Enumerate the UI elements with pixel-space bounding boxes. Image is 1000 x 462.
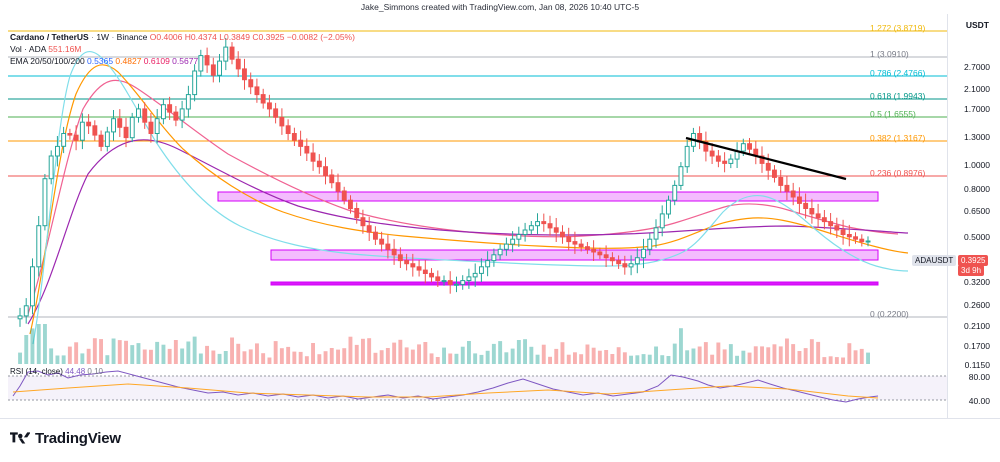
- rsi-legend-value: 44.48: [65, 367, 86, 376]
- fib-label-0618: 0.618 (1.9943): [870, 91, 926, 101]
- legend-close: 0.3925: [258, 32, 285, 42]
- ema-curves: [27, 50, 909, 345]
- legend-interval[interactable]: 1W: [96, 32, 110, 42]
- support-resistance-zones: [217, 191, 879, 286]
- legend-volume-value: 551.16M: [48, 44, 82, 54]
- fib-label-0236: 0.236 (0.8976): [870, 168, 926, 178]
- chart-legend: Cardano / TetherUS · 1W · Binance O0.400…: [10, 32, 355, 68]
- legend-row-symbol[interactable]: Cardano / TetherUS · 1W · Binance O0.400…: [10, 32, 355, 42]
- legend-volume-title: Vol · ADA: [10, 44, 46, 54]
- ema-200-line: [27, 139, 909, 325]
- price-tick: 0.2600: [964, 300, 990, 310]
- last-price-tag: 0.3925: [958, 255, 989, 266]
- fib-label-1: 1 (3.0910): [870, 49, 909, 59]
- fib-label-05: 0.5 (1.6555): [870, 109, 916, 119]
- rsi-tick: 80.00: [968, 372, 990, 382]
- legend-row-ema[interactable]: EMA 20/50/100/200 0.5365 0.4827 0.6109 0…: [10, 56, 355, 67]
- legend-open-label: O: [149, 32, 157, 42]
- trendline: [685, 136, 847, 181]
- fib-label-0: 0 (0.2200): [870, 309, 909, 319]
- price-tick: 0.1150: [964, 360, 990, 370]
- legend-symbol[interactable]: Cardano / TetherUS: [10, 32, 89, 42]
- price-tick: 0.5000: [964, 232, 990, 242]
- legend-high-label: H: [184, 32, 191, 42]
- tradingview-wordmark: TradingView: [35, 430, 121, 447]
- countdown-tag: 3d 9h: [958, 265, 985, 276]
- tradingview-logo[interactable]: TradingView: [10, 430, 121, 447]
- legend-low-label: L: [219, 32, 224, 42]
- legend-ema100: 0.6109: [143, 56, 170, 66]
- footer: [0, 424, 1000, 462]
- volume-bars: [18, 324, 870, 364]
- price-tick: 0.1700: [964, 341, 990, 351]
- attribution-text: Jake_Simmons created with TradingView.co…: [360, 2, 640, 12]
- fib-label-0786: 0.786 (2.4766): [870, 68, 926, 78]
- symbol-tag-text: ADAUSDT: [915, 256, 954, 265]
- rsi-legend-value2: 0.10: [87, 367, 103, 376]
- legend-ema20: 0.5365: [87, 56, 114, 66]
- legend-exchange[interactable]: Binance: [116, 32, 148, 42]
- price-tick: 0.3200: [964, 277, 990, 287]
- price-svg: [8, 30, 955, 364]
- price-tick: 1.7000: [964, 104, 990, 114]
- price-tick: 2.1000: [964, 84, 990, 94]
- chart-area[interactable]: 1.272 (3.8719) 1 (3.0910) 0.786 (2.4766)…: [0, 14, 1000, 432]
- rsi-line: [12, 370, 879, 403]
- price-axis[interactable]: USDT 2.7000 2.1000 1.7000 1.3000 1.0000 …: [947, 14, 993, 418]
- fib-label-1272: 1.272 (3.8719): [870, 23, 926, 33]
- price-tick: 2.7000: [964, 62, 990, 72]
- rsi-legend: RSI (14, close) 44.48 0.10: [10, 367, 103, 376]
- legend-high: 0.4374: [190, 32, 217, 42]
- last-price-text: 0.3925: [961, 256, 986, 265]
- price-tick: 1.0000: [964, 160, 990, 170]
- rsi-legend-title: RSI (14, close): [10, 367, 63, 376]
- fib-label-0382: 0.382 (1.3167): [870, 133, 926, 143]
- price-tick: 0.6500: [964, 206, 990, 216]
- legend-ema200: 0.5677: [172, 56, 199, 66]
- price-tick: 0.8000: [964, 184, 990, 194]
- rsi-svg: [8, 370, 955, 403]
- price-tick: 1.3000: [964, 132, 990, 142]
- rsi-tick: 40.00: [968, 396, 990, 406]
- tradingview-mark-icon: [10, 432, 30, 444]
- legend-close-label: C: [252, 32, 259, 42]
- symbol-tag: ADAUSDT: [912, 255, 957, 266]
- price-plot[interactable]: 1.272 (3.8719) 1 (3.0910) 0.786 (2.4766)…: [8, 14, 955, 366]
- price-tick: 0.2100: [964, 321, 990, 331]
- rsi-plot[interactable]: RSI (14, close) 44.48 0.10: [8, 366, 955, 416]
- countdown-text: 3d 9h: [961, 266, 982, 275]
- legend-row-volume[interactable]: Vol · ADA 551.16M: [10, 44, 355, 55]
- ema-50-line: [29, 64, 909, 335]
- legend-ema50: 0.4827: [115, 56, 142, 66]
- legend-change: −0.0082 (−2.05%): [286, 32, 355, 42]
- rsi-ma-line: [12, 383, 879, 399]
- candlesticks: [17, 38, 871, 327]
- price-axis-unit: USDT: [965, 20, 989, 30]
- legend-ema-title: EMA 20/50/100/200: [10, 56, 85, 66]
- legend-open: 0.4006: [156, 32, 183, 42]
- legend-low: 0.3849: [224, 32, 250, 42]
- ema-20-line: [32, 50, 909, 345]
